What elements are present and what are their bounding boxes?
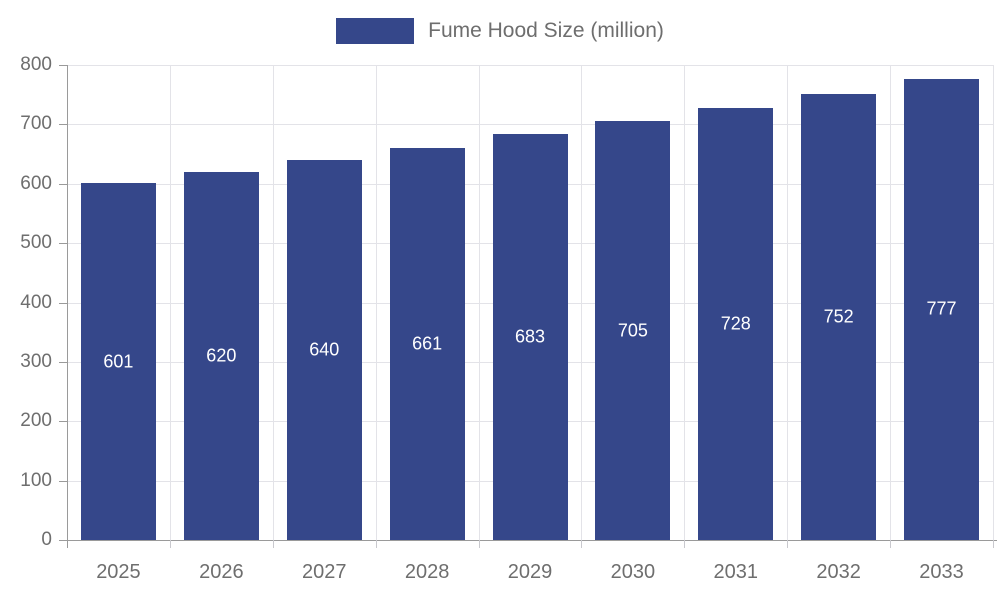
y-axis-tick	[59, 65, 67, 66]
bar-value-label: 640	[309, 339, 340, 360]
bar-value-label: 601	[103, 351, 134, 372]
bar-value-label: 752	[823, 306, 854, 327]
y-tick-label: 700	[20, 113, 52, 135]
y-axis-tick	[59, 421, 67, 423]
legend-swatch	[336, 18, 415, 44]
y-axis-tick	[59, 480, 67, 482]
x-tick-label: 2031	[713, 561, 759, 583]
legend-label: Fume Hood Size (million)	[428, 19, 664, 42]
x-tick-label: 2030	[610, 561, 656, 583]
bar-2027[interactable]	[286, 160, 362, 540]
gridline-vertical	[890, 65, 892, 540]
bar-value-label: 705	[617, 320, 648, 341]
y-tick-label: 400	[20, 291, 52, 313]
x-tick-label: 2025	[96, 561, 141, 583]
x-tick-label: 2029	[507, 561, 553, 583]
y-axis-tick	[59, 183, 67, 185]
y-axis-tick	[59, 540, 67, 541]
gridline-vertical	[993, 65, 994, 540]
gridline-horizontal	[67, 65, 993, 66]
bar-value-label: 620	[206, 345, 237, 366]
x-axis-tick	[169, 540, 171, 548]
x-tick-label: 2032	[816, 561, 861, 583]
bar-2031[interactable]	[698, 107, 774, 540]
x-axis-tick	[375, 540, 377, 548]
y-axis-tick	[59, 243, 67, 245]
gridline-vertical	[478, 65, 480, 540]
y-axis-tick	[59, 124, 67, 126]
y-tick-label: 0	[41, 529, 52, 550]
gridline-vertical	[787, 65, 789, 540]
x-axis-tick	[684, 540, 686, 548]
bar-value-label: 728	[720, 313, 751, 334]
x-axis-tick	[478, 540, 480, 548]
y-axis-line	[67, 65, 68, 548]
y-axis-tick	[59, 361, 67, 363]
legend[interactable]: Fume Hood Size (million)	[0, 18, 1000, 44]
bar-value-label: 683	[514, 326, 546, 347]
x-axis-tick	[787, 540, 789, 548]
bar-2033[interactable]	[904, 78, 980, 540]
y-tick-label: 100	[20, 469, 52, 491]
gridline-vertical	[169, 65, 171, 540]
y-axis-tick	[59, 302, 67, 304]
bar-value-label: 777	[926, 298, 957, 319]
gridline-vertical	[272, 65, 274, 540]
y-tick-label: 800	[20, 54, 52, 75]
x-axis-tick	[993, 540, 994, 548]
x-tick-label: 2027	[301, 561, 347, 583]
x-tick-label: 2026	[199, 561, 244, 583]
x-axis-tick	[272, 540, 274, 548]
bar-2026[interactable]	[183, 171, 259, 540]
x-axis-tick	[890, 540, 892, 548]
y-tick-label: 600	[20, 172, 52, 194]
gridline-horizontal	[67, 124, 993, 126]
y-tick-label: 300	[20, 350, 52, 372]
y-tick-label: 200	[20, 410, 52, 432]
bar-2030[interactable]	[595, 121, 671, 540]
gridline-vertical	[581, 65, 583, 540]
bar-2029[interactable]	[492, 134, 568, 540]
y-tick-label: 500	[20, 232, 52, 254]
bar-2032[interactable]	[801, 93, 877, 540]
x-axis-tick	[581, 540, 583, 548]
gridline-vertical	[375, 65, 377, 540]
bar-2025[interactable]	[80, 183, 156, 540]
gridline-vertical	[684, 65, 686, 540]
bar-2028[interactable]	[389, 147, 465, 540]
x-tick-label: 2028	[404, 561, 450, 583]
x-tick-label: 2033	[919, 561, 964, 583]
bar-value-label: 661	[412, 333, 443, 354]
x-axis-line	[67, 540, 997, 541]
